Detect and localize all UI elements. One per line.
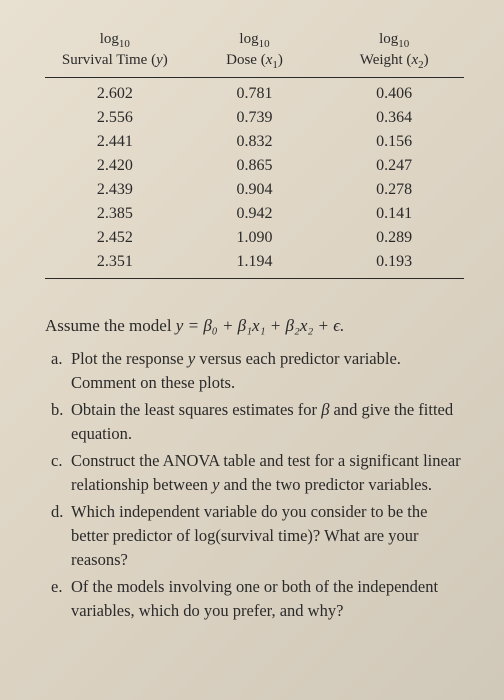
- header-col-1: log10 Survival Time (y): [45, 30, 185, 73]
- model-equation: y = β₀ + β₁x₁ + β₂x₂ + ϵ.: [176, 316, 345, 335]
- table-cell: 0.278: [324, 181, 464, 199]
- header-top-3: log10: [324, 30, 464, 51]
- table-cell: 0.865: [185, 157, 325, 175]
- header-col-3: log10 Weight (x2): [324, 30, 464, 73]
- model-assumption: Assume the model y = β₀ + β₁x₁ + β₂x₂ + …: [45, 314, 464, 338]
- table-cell: 0.364: [324, 109, 464, 127]
- question-item: b.Obtain the least squares estimates for…: [45, 398, 464, 446]
- table-cell: 2.420: [45, 157, 185, 175]
- question-text: Of the models involving one or both of t…: [71, 575, 464, 623]
- question-item: c.Construct the ANOVA table and test for…: [45, 449, 464, 497]
- question-text: Which independent variable do you consid…: [71, 500, 464, 572]
- table-cell: 0.781: [185, 85, 325, 103]
- question-text: Construct the ANOVA table and test for a…: [71, 449, 464, 497]
- table-row: 2.3850.9420.141: [45, 202, 464, 226]
- table-cell: 0.156: [324, 133, 464, 151]
- question-letter: a.: [45, 347, 71, 395]
- header-bottom-1: Survival Time (y): [45, 51, 185, 71]
- table-cell: 1.090: [185, 229, 325, 247]
- table-cell: 0.739: [185, 109, 325, 127]
- table-cell: 2.452: [45, 229, 185, 247]
- table-row: 2.4410.8320.156: [45, 130, 464, 154]
- data-table: log10 Survival Time (y) log10 Dose (x1) …: [45, 30, 464, 279]
- table-cell: 0.832: [185, 133, 325, 151]
- table-cell: 0.904: [185, 181, 325, 199]
- question-letter: d.: [45, 500, 71, 572]
- header-top-2: log10: [185, 30, 325, 51]
- table-row: 2.3511.1940.193: [45, 250, 464, 274]
- question-letter: b.: [45, 398, 71, 446]
- table-cell: 0.247: [324, 157, 464, 175]
- table-cell: 0.193: [324, 253, 464, 271]
- table-cell: 1.194: [185, 253, 325, 271]
- table-header-row: log10 Survival Time (y) log10 Dose (x1) …: [45, 30, 464, 78]
- question-item: e.Of the models involving one or both of…: [45, 575, 464, 623]
- table-row: 2.4390.9040.278: [45, 178, 464, 202]
- table-cell: 0.406: [324, 85, 464, 103]
- model-prefix: Assume the model: [45, 316, 176, 335]
- table-cell: 2.385: [45, 205, 185, 223]
- header-bottom-2: Dose (x1): [185, 51, 325, 72]
- header-bottom-3: Weight (x2): [324, 51, 464, 72]
- table-cell: 2.602: [45, 85, 185, 103]
- table-cell: 0.141: [324, 205, 464, 223]
- table-row: 2.4200.8650.247: [45, 154, 464, 178]
- table-cell: 2.441: [45, 133, 185, 151]
- header-col-2: log10 Dose (x1): [185, 30, 325, 73]
- table-cell: 2.351: [45, 253, 185, 271]
- table-cell: 2.556: [45, 109, 185, 127]
- table-row: 2.4521.0900.289: [45, 226, 464, 250]
- question-text: Obtain the least squares estimates for β…: [71, 398, 464, 446]
- question-text: Plot the response y versus each predicto…: [71, 347, 464, 395]
- table-cell: 2.439: [45, 181, 185, 199]
- question-letter: e.: [45, 575, 71, 623]
- table-body: 2.6020.7810.4062.5560.7390.3642.4410.832…: [45, 82, 464, 279]
- table-row: 2.6020.7810.406: [45, 82, 464, 106]
- question-item: a.Plot the response y versus each predic…: [45, 347, 464, 395]
- table-cell: 0.289: [324, 229, 464, 247]
- questions-list: a.Plot the response y versus each predic…: [45, 347, 464, 622]
- question-item: d.Which independent variable do you cons…: [45, 500, 464, 572]
- question-letter: c.: [45, 449, 71, 497]
- header-top-1: log10: [45, 30, 185, 51]
- table-cell: 0.942: [185, 205, 325, 223]
- table-row: 2.5560.7390.364: [45, 106, 464, 130]
